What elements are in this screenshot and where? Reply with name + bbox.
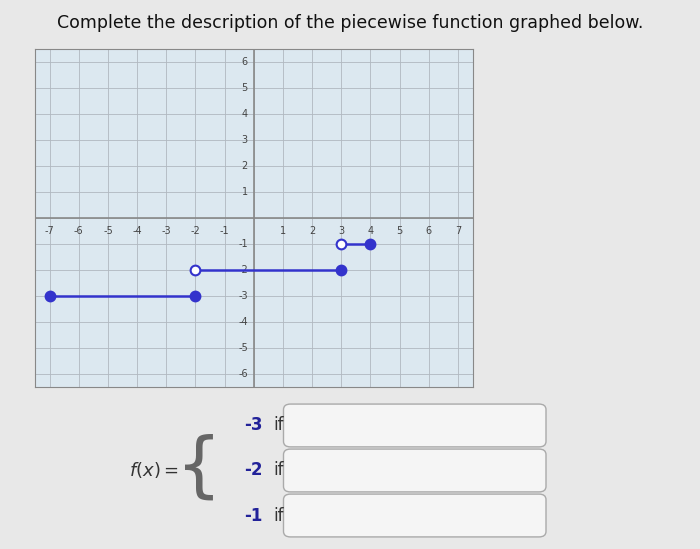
Text: -1: -1: [238, 239, 248, 249]
Text: -1: -1: [244, 507, 262, 524]
Text: -3: -3: [162, 226, 171, 236]
Text: 3: 3: [338, 226, 344, 236]
Text: 1: 1: [241, 187, 248, 197]
Text: 6: 6: [241, 58, 248, 68]
Text: -3: -3: [244, 417, 262, 434]
Text: -5: -5: [103, 226, 113, 236]
Text: 4: 4: [368, 226, 374, 236]
Text: -4: -4: [132, 226, 142, 236]
Text: if: if: [273, 507, 284, 524]
Text: 6: 6: [426, 226, 432, 236]
Text: if: if: [273, 462, 284, 479]
Text: 2: 2: [241, 161, 248, 171]
Text: 5: 5: [241, 83, 248, 93]
Text: -6: -6: [238, 369, 248, 379]
Text: if: if: [273, 417, 284, 434]
Text: -4: -4: [238, 317, 248, 327]
Text: 1: 1: [280, 226, 286, 236]
Text: -2: -2: [244, 462, 262, 479]
Text: -2: -2: [238, 265, 248, 275]
Text: 3: 3: [241, 135, 248, 145]
Text: -7: -7: [45, 226, 55, 236]
Text: Complete the description of the piecewise function graphed below.: Complete the description of the piecewis…: [57, 14, 643, 32]
Text: -2: -2: [190, 226, 200, 236]
Text: {: {: [176, 433, 223, 502]
Text: -3: -3: [238, 291, 248, 301]
Text: -1: -1: [220, 226, 230, 236]
Text: 7: 7: [455, 226, 461, 236]
Text: $f(x)=$: $f(x)=$: [129, 461, 178, 480]
Text: 5: 5: [396, 226, 402, 236]
Text: -5: -5: [238, 343, 248, 353]
Text: 4: 4: [241, 109, 248, 119]
Text: 2: 2: [309, 226, 315, 236]
Text: -6: -6: [74, 226, 83, 236]
